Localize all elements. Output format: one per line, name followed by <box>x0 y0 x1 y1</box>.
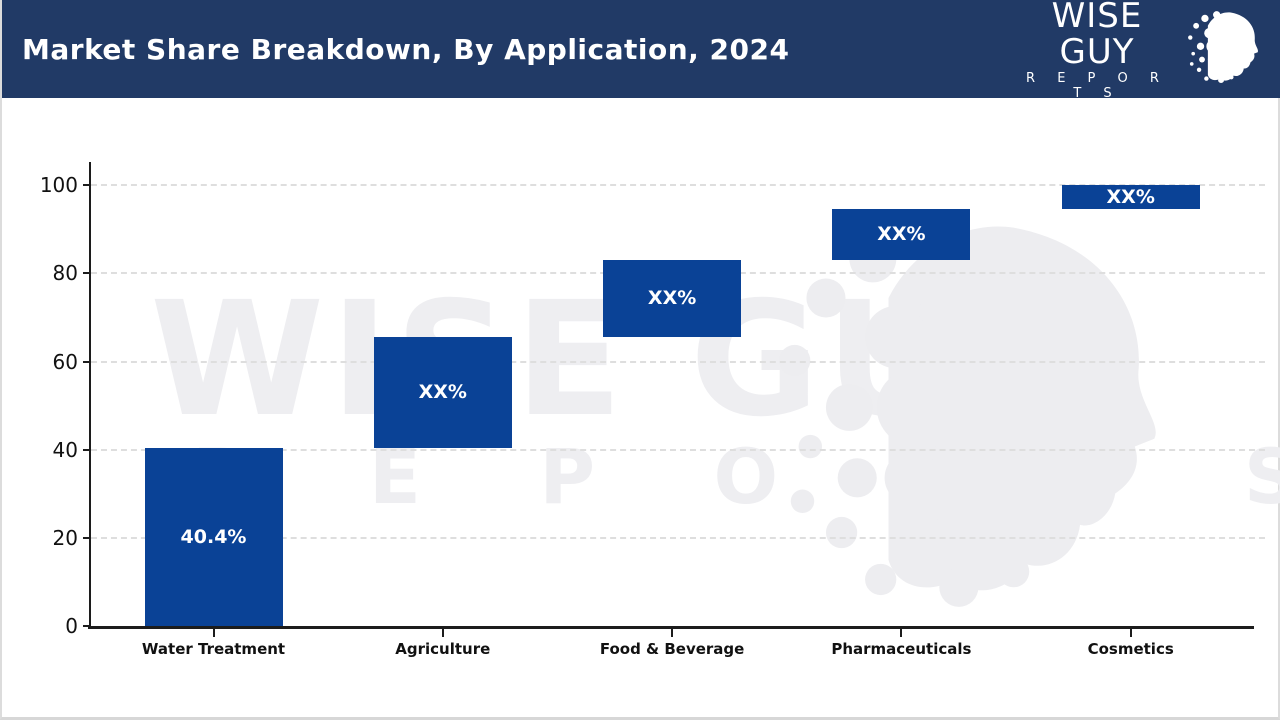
bar-value-label: XX% <box>647 287 697 310</box>
bar-value-label: XX% <box>1106 185 1155 208</box>
y-tick-80 <box>83 272 91 275</box>
header-bar: Market Share Breakdown, By Application, … <box>2 0 1280 101</box>
y-tick-label-20: 20 <box>52 526 78 551</box>
gridline-y-60 <box>91 360 1265 363</box>
brand-name: WISE GUY <box>1051 0 1143 72</box>
gridline-y-40 <box>91 448 1265 451</box>
y-tick-100 <box>83 184 91 186</box>
gridline-y-100 <box>91 184 1265 186</box>
bar-pharmaceuticals: XX% <box>832 209 971 260</box>
bar-value-label: XX% <box>418 381 467 404</box>
brand-subtitle: R E P O R T S <box>1026 71 1168 102</box>
x-tick-label-0: Water Treatment <box>141 640 286 659</box>
y-tick-label-60: 60 <box>52 349 78 374</box>
y-tick-40 <box>83 448 91 451</box>
dotted-head-profile-icon <box>1188 11 1258 83</box>
page-title: Market Share Breakdown, By Application, … <box>22 32 790 66</box>
y-axis <box>89 162 91 630</box>
bar-value-label: XX% <box>877 223 926 246</box>
bar-cosmetics: XX% <box>1061 185 1200 209</box>
y-tick-label-40: 40 <box>52 437 78 462</box>
x-axis <box>88 626 1254 630</box>
x-tick-4 <box>1129 629 1132 638</box>
bar-water-treatment: 40.4% <box>144 448 283 627</box>
x-tick-label-4: Cosmetics <box>1087 640 1174 659</box>
brand-logo-text: WISE GUY R E P O R T S <box>1018 0 1176 101</box>
x-tick-1 <box>441 629 444 638</box>
y-tick-0 <box>83 625 91 628</box>
y-tick-label-80: 80 <box>52 261 78 286</box>
x-tick-0 <box>212 629 215 638</box>
bar-agriculture: XX% <box>373 336 512 448</box>
bar-value-label: 40.4% <box>180 526 247 549</box>
x-tick-label-2: Food & Beverage <box>599 640 745 659</box>
brand-logo: WISE GUY R E P O R T S <box>1018 0 1268 101</box>
y-tick-label-100: 100 <box>39 173 78 197</box>
y-tick-20 <box>83 537 91 540</box>
x-tick-label-1: Agriculture <box>395 640 491 659</box>
x-tick-label-3: Pharmaceuticals <box>831 640 972 659</box>
bar-food-beverage: XX% <box>603 260 742 337</box>
x-tick-2 <box>671 629 674 638</box>
y-tick-60 <box>83 360 91 363</box>
y-tick-label-0: 0 <box>65 614 78 639</box>
x-tick-3 <box>900 629 903 638</box>
gridline-y-20 <box>91 537 1265 540</box>
